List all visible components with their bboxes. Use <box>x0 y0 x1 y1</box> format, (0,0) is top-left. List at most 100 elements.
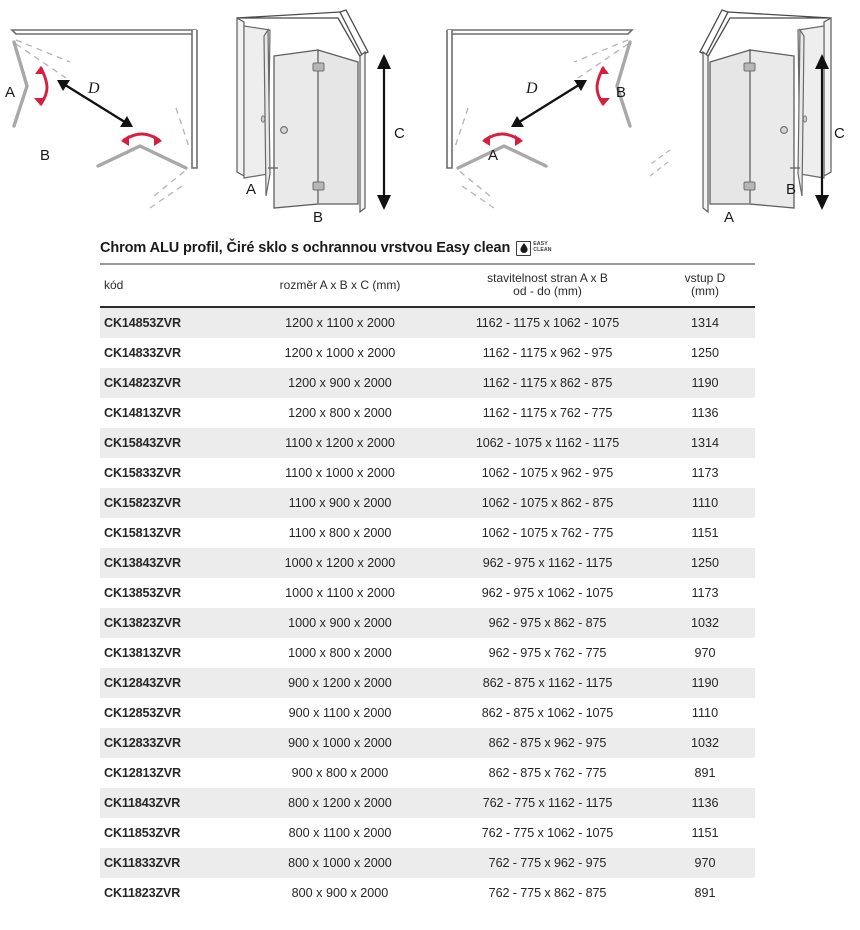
table-row[interactable]: CK13843ZVR 1000 x 1200 x 2000 962 - 975 x … <box>100 548 755 578</box>
variant-entry-width: 1136 <box>655 788 755 818</box>
table-row[interactable]: CK11853ZVR 800 x 1100 x 2000 762 - 775 x 1… <box>100 818 755 848</box>
plan-right-label-a: A <box>488 147 498 164</box>
variant-adjustable-range: 1062 - 1075 x 862 - 875 <box>440 488 655 518</box>
variant-adjustable-range: 962 - 975 x 1062 - 1075 <box>481 586 614 600</box>
variant-code: CK13813ZVR <box>104 646 181 660</box>
variant-entry-width: 1250 <box>655 548 755 578</box>
spec-section: Chrom ALU profil, Čiré sklo s ochrannou … <box>100 240 755 908</box>
variant-adjustable-range: 1162 - 1175 x 862 - 875 <box>440 368 655 398</box>
variant-code: CK13853ZVR <box>104 586 181 600</box>
variant-adjustable-range: 1162 - 1175 x 962 - 975 <box>482 346 613 360</box>
variant-entry-width: 1190 <box>655 368 755 398</box>
persp-right-label-c: C <box>834 125 845 142</box>
variant-entry-width: 970 <box>694 646 716 660</box>
variant-code: CK14813ZVR <box>104 406 181 420</box>
variant-code: CK11823ZVR <box>104 886 181 900</box>
variant-dimensions: 1200 x 900 x 2000 <box>240 368 440 398</box>
table-row[interactable]: CK12843ZVR 900 x 1200 x 2000 862 - 875 x 1… <box>100 668 755 698</box>
table-row[interactable]: CK14813ZVR 1200 x 800 x 2000 1162 - 1175 x… <box>100 398 755 428</box>
variant-code: CK12813ZVR <box>104 766 181 780</box>
easy-clean-label: EASY CLEAN <box>533 242 551 253</box>
variant-entry-width: 1314 <box>655 307 755 338</box>
variant-dimensions: 1100 x 800 x 2000 <box>288 526 392 540</box>
variant-entry-width: 1314 <box>655 428 755 458</box>
water-drop-glyph <box>520 243 528 253</box>
table-row[interactable]: CK13813ZVR 1000 x 800 x 2000 962 - 975 x 7… <box>100 638 755 668</box>
variant-entry-width: 891 <box>694 886 716 900</box>
variant-code: CK11833ZVR <box>100 848 240 878</box>
variant-code: CK13823ZVR <box>100 608 240 638</box>
variant-code: CK14823ZVR <box>100 368 240 398</box>
variant-code: CK14833ZVR <box>104 346 181 360</box>
variant-dimensions: 1200 x 800 x 2000 <box>288 406 392 420</box>
variant-dimensions: 1100 x 1000 x 2000 <box>285 466 395 480</box>
variant-entry-width: 1032 <box>655 728 755 758</box>
table-row[interactable]: CK15823ZVR 1100 x 900 x 2000 1062 - 1075 x… <box>100 488 755 518</box>
table-row[interactable]: CK15833ZVR 1100 x 1000 x 2000 1062 - 1075 … <box>100 458 755 488</box>
variant-dimensions: 1000 x 1200 x 2000 <box>240 548 440 578</box>
variant-dimensions: 800 x 1100 x 2000 <box>288 826 392 840</box>
variant-adjustable-range: 762 - 775 x 862 - 875 <box>488 886 607 900</box>
variant-code: CK12843ZVR <box>100 668 240 698</box>
variant-entry-width: 1190 <box>655 668 755 698</box>
variant-entry-width: 1173 <box>691 466 719 480</box>
table-header: kód rozměr A x B x C (mm) stavitelnost s… <box>100 263 755 308</box>
variant-adjustable-range: 862 - 875 x 1062 - 1075 <box>481 706 614 720</box>
product-title-row: Chrom ALU profil, Čiré sklo s ochrannou … <box>100 240 755 263</box>
variant-dimensions: 900 x 1000 x 2000 <box>240 728 440 758</box>
column-header-adjustable-line2: od - do (mm) <box>513 284 582 298</box>
table-row[interactable]: CK15813ZVR 1100 x 800 x 2000 1062 - 1075 x… <box>100 518 755 548</box>
persp-right-label-a: A <box>724 209 734 226</box>
column-header-code: kód <box>100 263 240 308</box>
variant-code: CK15833ZVR <box>104 466 181 480</box>
table-row[interactable]: CK14853ZVR 1200 x 1100 x 2000 1162 - 1175 … <box>100 307 755 338</box>
variant-adjustable-range: 862 - 875 x 962 - 975 <box>440 728 655 758</box>
variant-dimensions: 1200 x 1100 x 2000 <box>240 307 440 338</box>
variant-code: CK13843ZVR <box>100 548 240 578</box>
plan-view-left-svg: A B D <box>5 29 198 209</box>
variant-dimensions: 800 x 1000 x 2000 <box>240 848 440 878</box>
plan-view-right-svg: B A D <box>446 29 634 209</box>
table-row[interactable]: CK14833ZVR 1200 x 1000 x 2000 1162 - 1175 … <box>100 338 755 368</box>
diagram-plan-view-right: B A D <box>420 0 646 238</box>
variant-code: CK15813ZVR <box>104 526 181 540</box>
table-row[interactable]: CK11823ZVR 800 x 900 x 2000 762 - 775 x 86… <box>100 878 755 908</box>
variant-adjustable-range: 1162 - 1175 x 1062 - 1075 <box>440 307 655 338</box>
table-row[interactable]: CK12833ZVR 900 x 1000 x 2000 862 - 875 x 9… <box>100 728 755 758</box>
variant-code: CK12833ZVR <box>100 728 240 758</box>
badge-line-1: EASY <box>533 241 548 248</box>
table-body: CK14853ZVR 1200 x 1100 x 2000 1162 - 1175 … <box>100 307 755 908</box>
table-row[interactable]: CK12813ZVR 900 x 800 x 2000 862 - 875 x 76… <box>100 758 755 788</box>
table-row[interactable]: CK11843ZVR 800 x 1200 x 2000 762 - 775 x 1… <box>100 788 755 818</box>
variant-adjustable-range: 862 - 875 x 762 - 775 <box>488 766 607 780</box>
column-header-entry-line1: vstup D <box>684 271 726 285</box>
variant-entry-width: 1136 <box>691 406 719 420</box>
variant-dimensions: 1000 x 900 x 2000 <box>240 608 440 638</box>
variant-dimensions: 900 x 800 x 2000 <box>291 766 389 780</box>
table-row[interactable]: CK13823ZVR 1000 x 900 x 2000 962 - 975 x 8… <box>100 608 755 638</box>
variant-adjustable-range: 962 - 975 x 1162 - 1175 <box>440 548 655 578</box>
variant-adjustable-range: 762 - 775 x 1062 - 1075 <box>481 826 614 840</box>
variant-adjustable-range: 762 - 775 x 1162 - 1175 <box>440 788 655 818</box>
table-row[interactable]: CK13853ZVR 1000 x 1100 x 2000 962 - 975 x … <box>100 578 755 608</box>
variant-entry-width: 1250 <box>690 346 720 360</box>
variant-adjustable-range: 762 - 775 x 962 - 975 <box>440 848 655 878</box>
plan-left-label-a: A <box>5 84 15 101</box>
table-row[interactable]: CK15843ZVR 1100 x 1200 x 2000 1062 - 1075 … <box>100 428 755 458</box>
variant-adjustable-range: 1162 - 1175 x 762 - 775 <box>482 406 613 420</box>
plan-right-label-b: B <box>616 84 626 101</box>
table-row[interactable]: CK14823ZVR 1200 x 900 x 2000 1162 - 1175 x… <box>100 368 755 398</box>
diagram-plan-view-left: A B D <box>0 0 222 238</box>
variant-code: CK14853ZVR <box>100 307 240 338</box>
variant-entry-width: 1110 <box>691 706 719 720</box>
variant-code: CK15823ZVR <box>100 488 240 518</box>
variant-adjustable-range: 962 - 975 x 862 - 875 <box>440 608 655 638</box>
variant-code: CK11853ZVR <box>104 826 181 840</box>
variant-entry-width: 1173 <box>691 586 719 600</box>
variant-code: CK11843ZVR <box>100 788 240 818</box>
table-row[interactable]: CK11833ZVR 800 x 1000 x 2000 762 - 775 x 9… <box>100 848 755 878</box>
plan-left-label-b: B <box>40 147 50 164</box>
table-row[interactable]: CK12853ZVR 900 x 1100 x 2000 862 - 875 x 1… <box>100 698 755 728</box>
persp-left-label-c: C <box>394 125 405 142</box>
